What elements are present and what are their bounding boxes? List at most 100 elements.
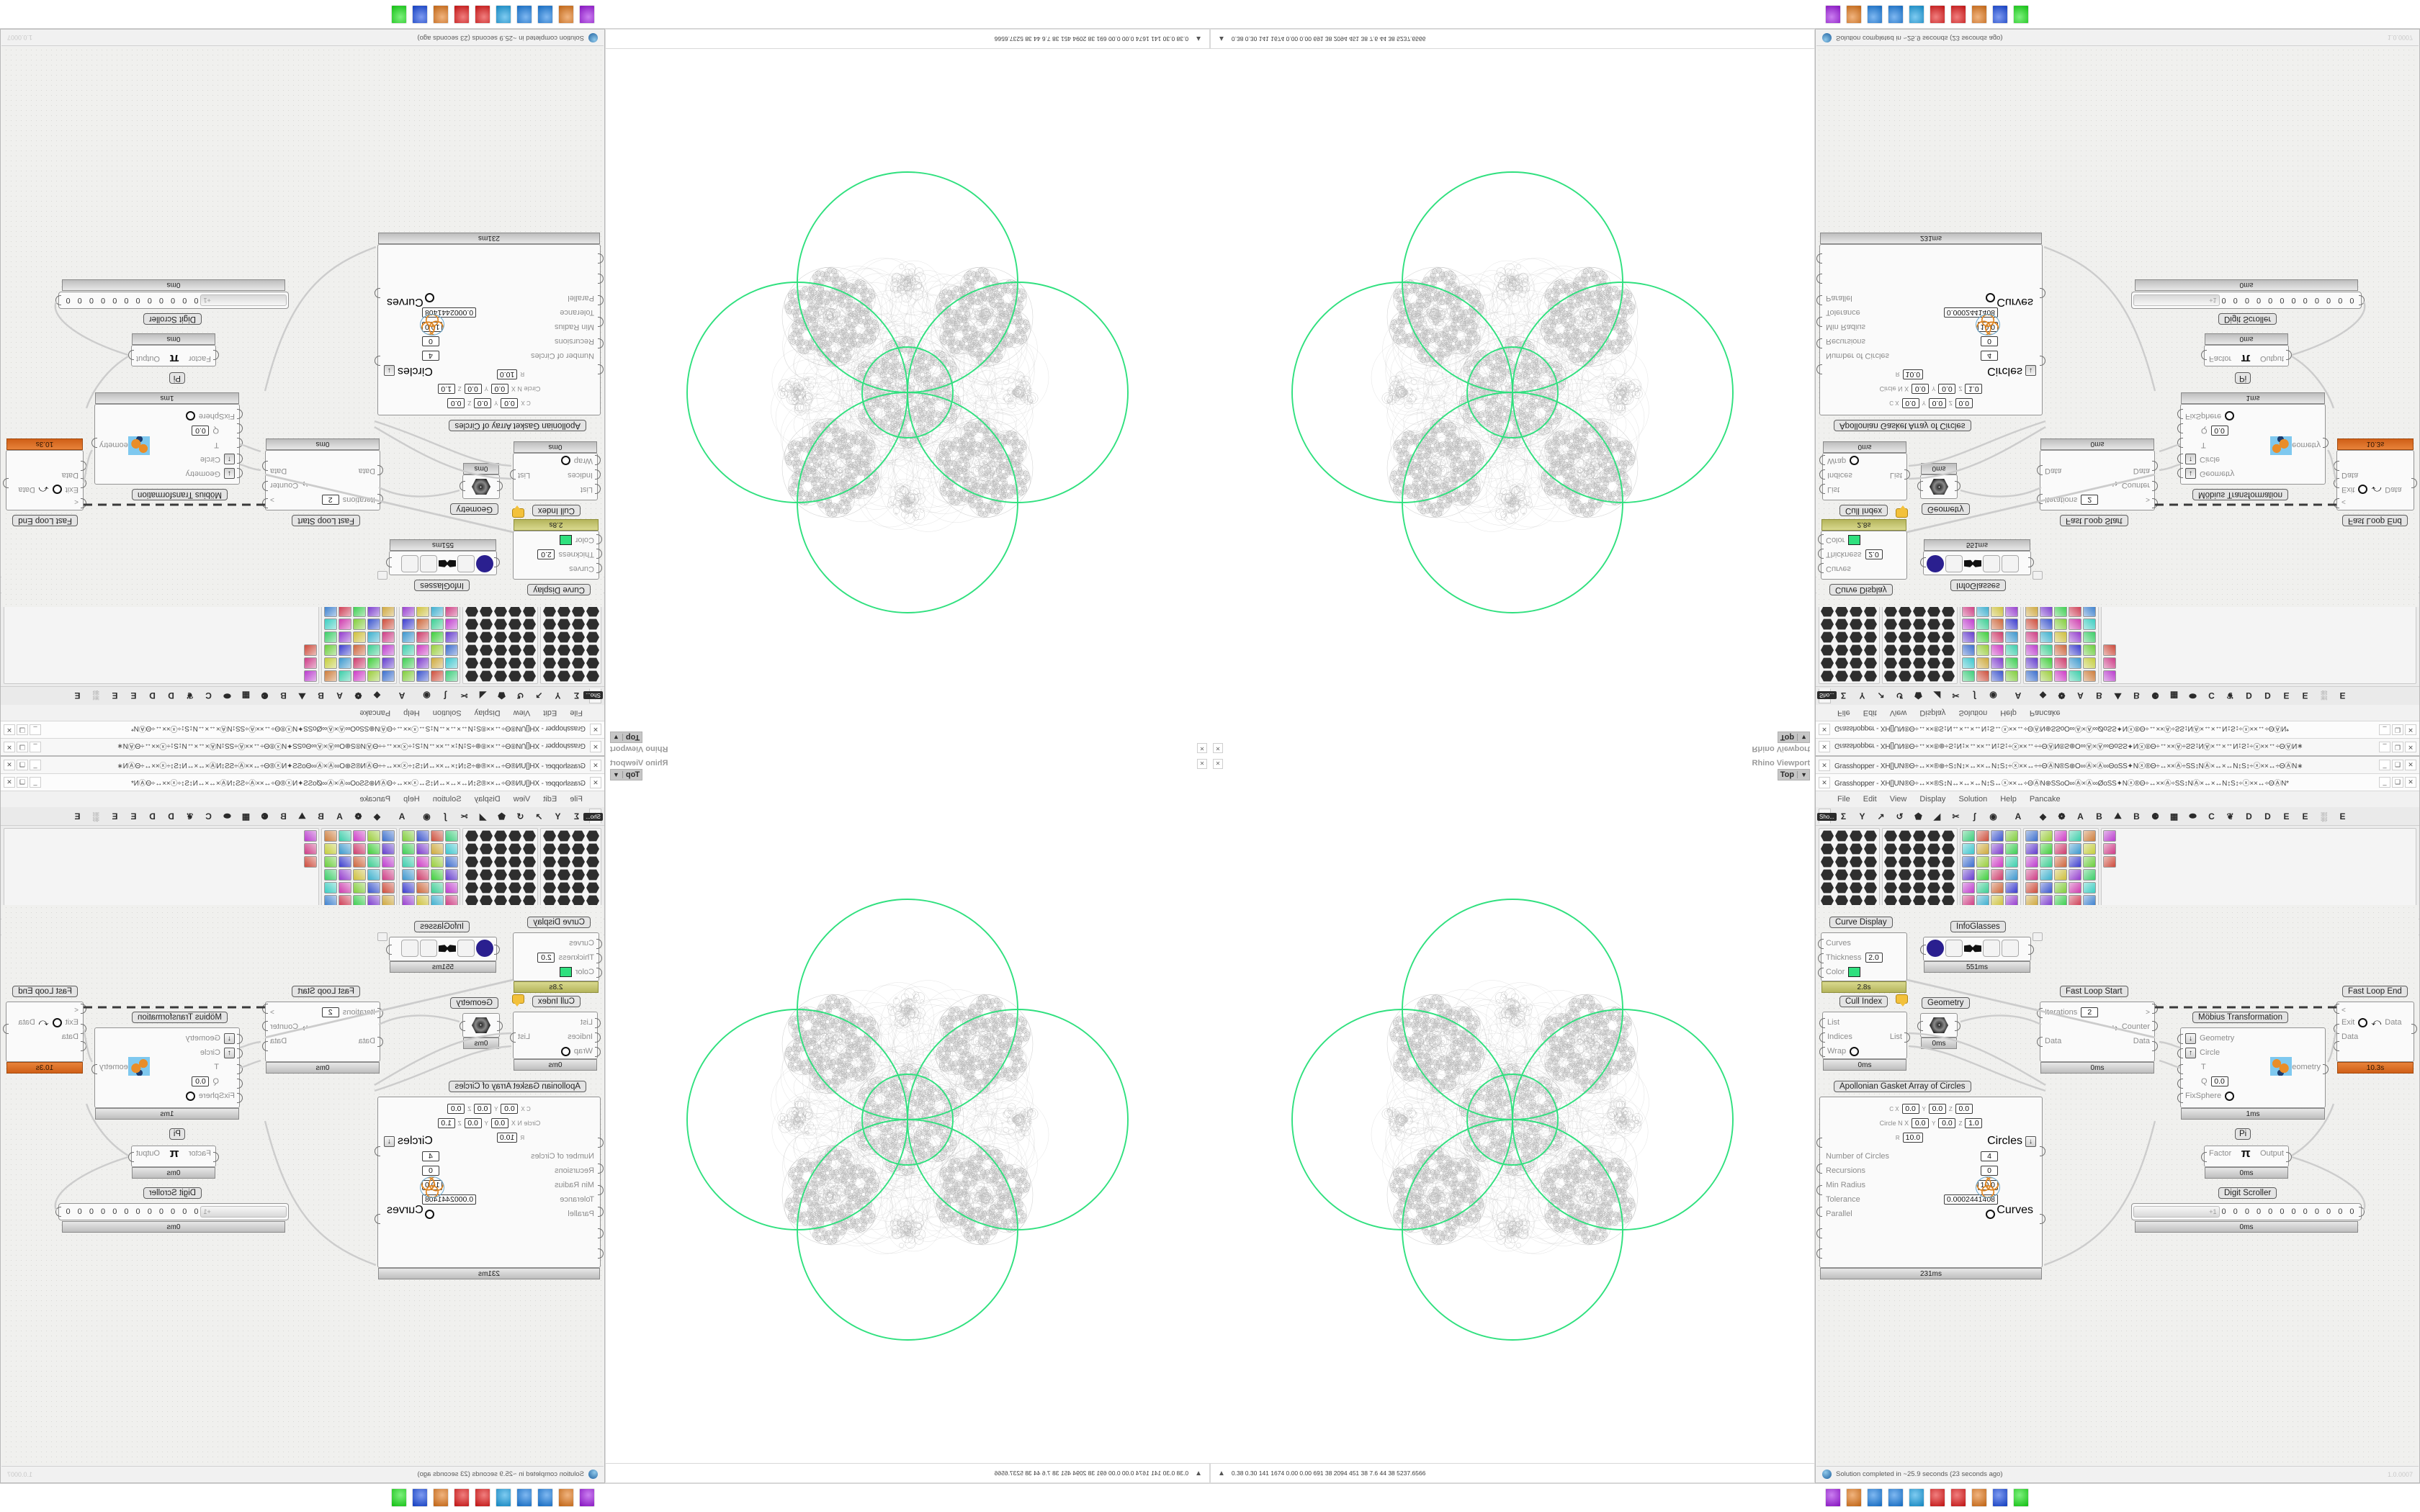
ribbon-component-icon[interactable] <box>1899 618 1912 630</box>
ribbon-component-icon[interactable] <box>1850 657 1863 669</box>
boolean-knob[interactable] <box>425 1210 434 1219</box>
ribbon-component-icon[interactable] <box>508 856 521 868</box>
taskbar-save-blue-icon[interactable] <box>1992 5 2008 24</box>
info-glasses-handle[interactable] <box>377 932 387 941</box>
category-tab-26[interactable]: ░ <box>2318 809 2330 824</box>
ribbon-component-icon[interactable] <box>1942 856 1955 868</box>
ribbon-component-icon[interactable] <box>2005 856 2018 868</box>
ribbon-component-icon[interactable] <box>1864 657 1877 669</box>
ribbon-component-icon[interactable] <box>353 644 366 656</box>
ribbon-component-icon[interactable] <box>431 856 444 868</box>
taskbar-firefox-icon[interactable] <box>1846 1488 1862 1507</box>
taskbar-save-green-icon[interactable] <box>391 5 407 24</box>
output-port[interactable] <box>128 350 134 360</box>
ribbon-component-icon[interactable] <box>304 856 317 868</box>
ribbon-component-icon[interactable] <box>523 657 536 669</box>
taskbar-notepad-icon[interactable] <box>1909 1488 1924 1507</box>
category-tab-27[interactable]: E <box>71 809 84 824</box>
category-tab-14[interactable]: B <box>2093 688 2105 703</box>
boolean-knob[interactable] <box>561 456 570 466</box>
ribbon-component-icon[interactable] <box>586 606 599 617</box>
boolean-knob[interactable] <box>1986 1210 1995 1219</box>
ny-value[interactable]: 0.0 <box>465 384 482 394</box>
viewport-close-icon[interactable]: ✕ <box>1197 743 1207 753</box>
taskbar-icon-list[interactable] <box>391 1483 605 1512</box>
recursions-value[interactable]: 0 <box>422 1166 439 1176</box>
category-tab-18[interactable]: ▦ <box>240 809 252 824</box>
taskbar-explorer-2-icon[interactable] <box>516 5 532 24</box>
ribbon-component-icon[interactable] <box>1991 618 2004 630</box>
ribbon-component-icon[interactable] <box>1864 631 1877 643</box>
ribbon-component-icon[interactable] <box>367 856 380 868</box>
ribbon-component-icon[interactable] <box>1962 856 1975 868</box>
component-category-tabs[interactable]: ⬢ΣΥ↗↺⬟◢✂ʃ◉A◆❁AB⛰B⚈▦⬬C❦DDEE░E <box>1816 807 2419 826</box>
ribbon-component-icon[interactable] <box>445 631 458 643</box>
category-tab-12[interactable]: ❁ <box>352 688 364 703</box>
warning-bubble-icon[interactable] <box>512 994 524 1004</box>
ribbon-component-icon[interactable] <box>1864 843 1877 855</box>
ribbon-component-icon[interactable] <box>367 644 380 656</box>
component-cull-index[interactable]: List Indices List Wrap 0ms <box>1822 453 1907 500</box>
nickname-geometry[interactable]: Geometry <box>1922 503 1970 515</box>
ribbon-component-icon[interactable] <box>2054 606 2067 617</box>
component-curve-display[interactable]: Curves Thickness 2.0 Color 2.8s <box>513 932 599 981</box>
ribbon-component-icon[interactable] <box>1899 670 1912 682</box>
ribbon-component-icon[interactable] <box>2069 882 2081 894</box>
outer-close-button[interactable]: ✕ <box>2405 742 2416 752</box>
ribbon-component-icon[interactable] <box>1991 670 2004 682</box>
menu-item-help[interactable]: Help <box>2000 708 2017 717</box>
ribbon-component-icon[interactable] <box>2083 618 2096 630</box>
menu-item-file[interactable]: File <box>570 795 583 804</box>
nickname-fast-loop-start[interactable]: Fast Loop Start <box>292 515 360 526</box>
ribbon-component-icon[interactable] <box>572 869 585 881</box>
ribbon-component-icon[interactable] <box>2025 618 2038 630</box>
ribbon-component-icon[interactable] <box>480 657 493 669</box>
category-tab-3[interactable]: ↗ <box>533 688 545 703</box>
ribbon-component-icon[interactable] <box>1835 618 1848 630</box>
taskbar[interactable] <box>0 0 1210 29</box>
category-tab-17[interactable]: ⚈ <box>2149 809 2161 824</box>
nickname-pi[interactable]: Pi <box>2235 372 2251 384</box>
category-tab-4[interactable]: ↺ <box>1894 809 1906 824</box>
component-pi[interactable]: Factor π Output 0ms <box>131 1146 216 1167</box>
ribbon-component-icon[interactable] <box>480 830 493 842</box>
ribbon-component-icon[interactable] <box>382 631 395 643</box>
category-tab-9[interactable]: ◉ <box>421 809 433 824</box>
category-tab-10[interactable]: A <box>390 809 414 824</box>
category-tab-3[interactable]: ↗ <box>1875 809 1887 824</box>
ribbon-component-icon[interactable] <box>465 657 478 669</box>
maximize-button[interactable]: ❑ <box>17 724 28 735</box>
category-tab-11[interactable]: ◆ <box>371 809 383 824</box>
input-port[interactable] <box>213 1152 219 1162</box>
ribbon-component-icon[interactable] <box>1835 869 1848 881</box>
ribbon-component-icon[interactable] <box>1835 670 1848 682</box>
ribbon-component-icon[interactable] <box>1864 830 1877 842</box>
component-digit-scroller[interactable]: +1 0 0 0 0 0 0 0 0 0 0 0 0 0ms <box>58 292 289 309</box>
outer-title-bar[interactable]: ✕ Grasshopper - XH[]UN®Θ÷↔××®⊕÷Ѕ↕N↕×↔××↔… <box>1 738 604 755</box>
grid-icon[interactable] <box>1945 940 1963 957</box>
ribbon-component-icon[interactable] <box>2069 843 2081 855</box>
outer-title-bar[interactable]: ✕ Grasshopper - XH[]UN®Θ÷↔××®⊕÷Ѕ↕N↕×↔××↔… <box>1 757 604 774</box>
grid-icon[interactable] <box>1945 555 1963 572</box>
ribbon-component-icon[interactable] <box>2069 657 2081 669</box>
component-category-tabs[interactable]: ⬢ΣΥ↗↺⬟◢✂ʃ◉A◆❁AB⛰B⚈▦⬬C❦DDEE░E <box>1 686 604 705</box>
ribbon-component-icon[interactable] <box>2025 856 2038 868</box>
ribbon-component-icon[interactable] <box>2005 618 2018 630</box>
category-tab-12[interactable]: ❁ <box>2056 809 2068 824</box>
ribbon-component-icon[interactable] <box>2005 644 2018 656</box>
menu-item-file[interactable]: File <box>1837 795 1850 804</box>
cy-value[interactable]: 0.0 <box>474 398 491 408</box>
ribbon-component-icon[interactable] <box>1927 606 1940 617</box>
component-info-glasses[interactable]: 551ms <box>389 551 497 575</box>
nickname-curve-display[interactable]: Curve Display <box>527 584 591 595</box>
ribbon-component-icon[interactable] <box>1962 657 1975 669</box>
boolean-knob[interactable] <box>2225 1092 2234 1101</box>
menu-item-pancake[interactable]: Pancake <box>2030 795 2061 804</box>
ribbon-component-icon[interactable] <box>586 657 599 669</box>
category-tab-15[interactable]: ⛰ <box>296 809 308 824</box>
ribbon-component-icon[interactable] <box>1976 856 1989 868</box>
ribbon-component-icon[interactable] <box>543 644 556 656</box>
ribbon-component-icon[interactable] <box>2054 657 2067 669</box>
ribbon-component-icon[interactable] <box>1991 843 2004 855</box>
component-geometry[interactable]: 0ms <box>1920 474 1958 499</box>
